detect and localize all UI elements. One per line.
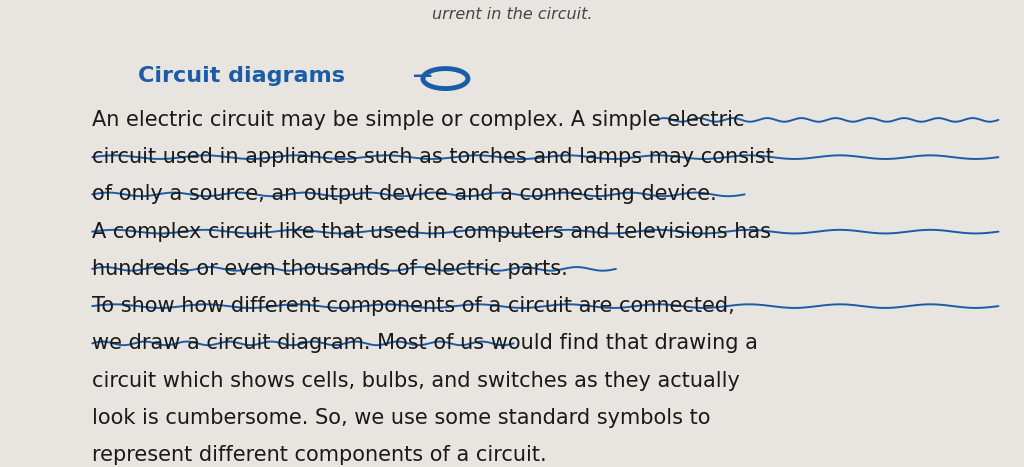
Text: we draw a circuit diagram. Most of us would find that drawing a: we draw a circuit diagram. Most of us wo… xyxy=(92,333,758,354)
Text: of only a source, an output device and a connecting device.: of only a source, an output device and a… xyxy=(92,184,717,205)
Text: A complex circuit like that used in computers and televisions has: A complex circuit like that used in comp… xyxy=(92,222,771,241)
Text: An electric circuit may be simple or complex. A simple electric: An electric circuit may be simple or com… xyxy=(92,110,744,130)
Text: urrent in the circuit.: urrent in the circuit. xyxy=(432,7,592,22)
Text: circuit which shows cells, bulbs, and switches as they actually: circuit which shows cells, bulbs, and sw… xyxy=(92,371,740,390)
Text: represent different components of a circuit.: represent different components of a circ… xyxy=(92,445,547,465)
Text: circuit used in appliances such as torches and lamps may consist: circuit used in appliances such as torch… xyxy=(92,147,774,167)
Text: To show how different components of a circuit are connected,: To show how different components of a ci… xyxy=(92,296,735,316)
Text: Circuit diagrams: Circuit diagrams xyxy=(138,66,345,86)
Text: hundreds or even thousands of electric parts.: hundreds or even thousands of electric p… xyxy=(92,259,568,279)
Text: look is cumbersome. So, we use some standard symbols to: look is cumbersome. So, we use some stan… xyxy=(92,408,711,428)
Text: —: — xyxy=(413,66,432,85)
